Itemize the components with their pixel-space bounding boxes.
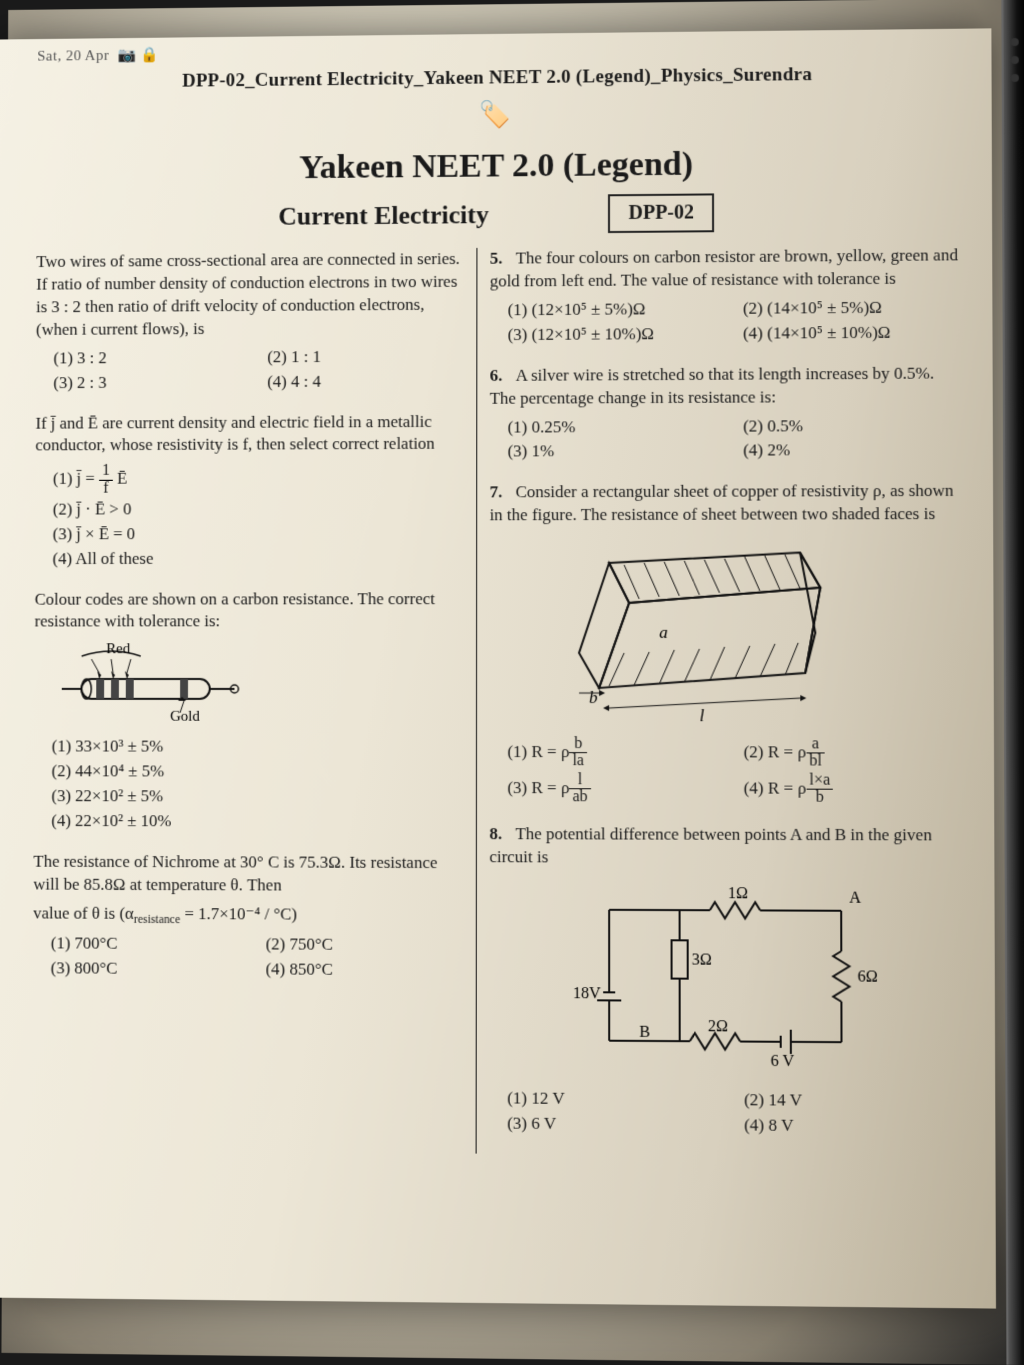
q7-opt2: (2) R = ρabl [744, 736, 964, 770]
question-6: 6.A silver wire is stretched so that its… [490, 362, 963, 464]
q1-opt4: (4) 4 : 4 [267, 370, 465, 394]
q3-opt1: (1) 33×10³ ± 5% [52, 736, 465, 759]
q8-num: 8. [489, 823, 515, 846]
q4-opt1: (1) 700°C [51, 933, 248, 957]
question-7: 7.Consider a rectangular sheet of copper… [489, 480, 963, 806]
q6-text: A silver wire is stretched so that its l… [490, 363, 935, 407]
q6-num: 6. [490, 365, 516, 388]
q4-opt4: (4) 850°C [266, 959, 465, 983]
q6-opt2: (2) 0.5% [743, 414, 962, 438]
status-date: Sat, 20 Apr [37, 48, 109, 64]
fig-v18: 18V [573, 985, 601, 1002]
q2-opt4: (4) All of these [53, 547, 465, 571]
fig-r3: 3Ω [692, 951, 712, 968]
fig-v6: 6 V [771, 1052, 795, 1069]
worksheet-page: Sat, 20 Apr 📷 🔒 DPP-02_Current Electrici… [0, 28, 996, 1308]
q4-text1: The resistance of Nichrome at 30° C is 7… [33, 851, 464, 898]
q2-opt3: (3) j̄ × Ē = 0 [53, 522, 465, 546]
q1-opt2: (2) 1 : 1 [267, 345, 465, 369]
q2-opt2: (2) j̄ · Ē > 0 [53, 497, 465, 521]
q6-opt4: (4) 2% [743, 439, 962, 463]
q3-opt4: (4) 22×10² ± 10% [51, 810, 464, 834]
q7-opt4: (4) R = ρl×ab [744, 772, 964, 806]
tablet-bezel [1001, 0, 1024, 1365]
subheader-row: Current Electricity DPP-02 [36, 191, 961, 237]
q8-opt4: (4) 8 V [744, 1114, 965, 1139]
q2-text: If j̄ and Ē are current density and elec… [35, 410, 464, 457]
sheet-figure: a b l [549, 532, 963, 730]
fig-r6: 6Ω [858, 968, 878, 985]
fig-B: B [640, 1023, 651, 1040]
q5-opt4: (4) (14×10⁵ ± 10%)Ω [743, 321, 962, 345]
camera-icon [1011, 38, 1019, 46]
question-1: Two wires of same cross-sectional area a… [36, 248, 465, 395]
fig-label-l: l [700, 706, 705, 723]
fig-r2: 2Ω [708, 1018, 728, 1035]
q2-opt1: (1) j̄ = 1f Ē [53, 462, 465, 496]
q1-opt3: (3) 2 : 3 [53, 371, 249, 395]
q8-text: The potential difference between points … [489, 824, 932, 866]
q5-text: The four colours on carbon resistor are … [490, 245, 958, 290]
q4-text2: value of θ is (αresistance = 1.7×10⁻⁴ / … [33, 902, 464, 928]
q7-text: Consider a rectangular sheet of copper o… [490, 481, 954, 524]
left-column: Two wires of same cross-sectional area a… [32, 248, 477, 1153]
chapter-title: Current Electricity [278, 197, 489, 233]
q3-opt3: (3) 22×10² ± 5% [51, 785, 464, 809]
q3-opt2: (2) 44×10⁴ ± 5% [52, 761, 465, 785]
q7-opt3: (3) R = ρlab [507, 772, 725, 806]
question-8: 8.The potential difference between point… [489, 823, 965, 1139]
q5-opt1: (1) (12×10⁵ ± 5%)Ω [508, 298, 725, 322]
q3-text: Colour codes are shown on a carbon resis… [35, 588, 465, 634]
fig-label-b: b [589, 688, 598, 707]
dpp-badge: DPP-02 [608, 193, 714, 233]
q8-opt3: (3) 6 V [507, 1112, 726, 1137]
circuit-figure: 1Ω A 3Ω 6Ω 18V 2Ω B 6 V [569, 879, 964, 1080]
q7-num: 7. [490, 482, 516, 505]
q6-opt3: (3) 1% [508, 440, 726, 464]
question-3: Colour codes are shown on a carbon resis… [34, 588, 465, 834]
right-column: 5.The four colours on carbon resistor ar… [476, 244, 965, 1157]
q5-opt2: (2) (14×10⁵ ± 5%)Ω [743, 296, 962, 320]
question-4: The resistance of Nichrome at 30° C is 7… [33, 851, 464, 983]
question-5: 5.The four colours on carbon resistor ar… [490, 244, 962, 347]
banner-icon: 🏷️ [37, 92, 962, 136]
page-title: Yakeen NEET 2.0 (Legend) [37, 139, 962, 193]
resistor-figure: Red Gold [62, 641, 465, 728]
q1-opt1: (1) 3 : 2 [53, 346, 249, 370]
question-2: If j̄ and Ē are current density and elec… [35, 410, 465, 570]
q4-opt3: (3) 800°C [51, 958, 248, 982]
document-path: DPP-02_Current Electricity_Yakeen NEET 2… [37, 61, 961, 96]
q8-opt2: (2) 14 V [744, 1089, 965, 1114]
q5-num: 5. [490, 248, 516, 271]
q4-opt2: (2) 750°C [266, 934, 465, 958]
q1-text: Two wires of same cross-sectional area a… [36, 248, 465, 342]
q5-opt3: (3) (12×10⁵ ± 10%)Ω [508, 323, 725, 347]
fig-r1: 1Ω [728, 885, 748, 902]
q6-opt1: (1) 0.25% [508, 415, 726, 439]
fig-label-a: a [660, 623, 669, 642]
q7-opt1: (1) R = ρbla [507, 736, 725, 770]
fig-label-gold: Gold [170, 709, 200, 721]
q8-opt1: (1) 12 V [507, 1087, 726, 1112]
fig-label-red: Red [106, 642, 130, 658]
fig-A: A [850, 889, 862, 906]
